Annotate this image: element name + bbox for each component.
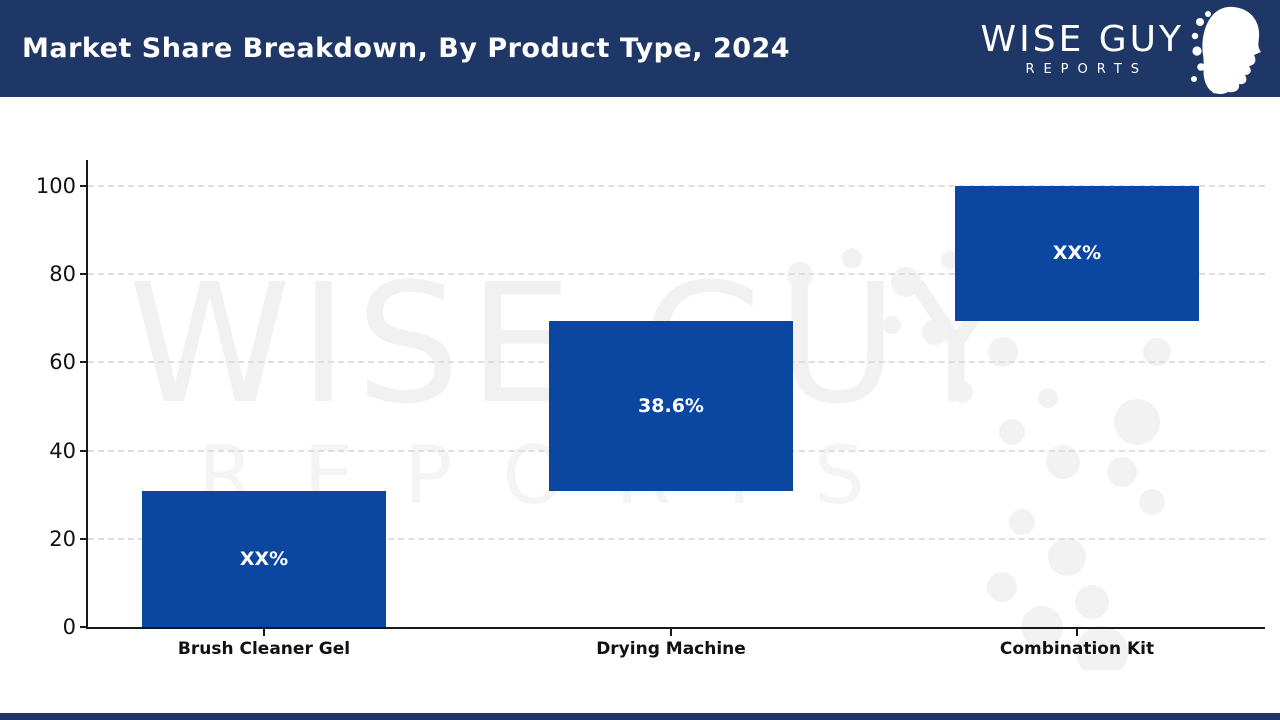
y-tick-mark (80, 449, 88, 452)
y-tick-label: 100 (35, 174, 76, 198)
brand-face-icon (1191, 6, 1261, 94)
x-category-label: Drying Machine (596, 639, 746, 659)
brand-subtitle: REPORTS (1025, 61, 1149, 77)
y-tick-mark (80, 273, 88, 276)
bar-value-label: XX% (1052, 242, 1102, 265)
bar (549, 320, 793, 492)
x-category-label: Brush Cleaner Gel (177, 639, 351, 659)
brand-logo: WISE GUY REPORTS (981, 0, 1267, 97)
page-title: Market Share Breakdown, By Product Type,… (22, 33, 791, 64)
y-tick-label: 60 (49, 350, 76, 375)
y-tick-mark (80, 361, 88, 364)
y-tick-mark (80, 185, 88, 187)
bar-value-label: 38.6% (638, 395, 704, 418)
x-category-label: Combination Kit (999, 639, 1155, 659)
x-tick-mark (670, 629, 672, 636)
y-axis-line (86, 160, 88, 629)
brand-name: WISE GUY (980, 18, 1184, 60)
y-tick-label: 40 (49, 438, 76, 463)
x-axis-line (86, 627, 1265, 629)
y-tick-label: 80 (49, 262, 76, 287)
y-tick-mark (80, 537, 88, 540)
bar (142, 491, 386, 627)
gridline (88, 273, 1265, 276)
x-tick-mark (1076, 629, 1078, 636)
bar-value-label: XX% (239, 548, 289, 571)
footer-bar (0, 713, 1280, 720)
y-tick-label: 0 (62, 615, 76, 639)
x-tick-mark (263, 629, 265, 636)
gridline (88, 185, 1265, 187)
y-tick-label: 20 (49, 526, 76, 551)
gridline (88, 537, 1265, 540)
y-tick-mark (80, 626, 88, 628)
brand-logo-text: WISE GUY REPORTS (980, 18, 1185, 77)
header-bar: Market Share Breakdown, By Product Type,… (0, 0, 1280, 97)
